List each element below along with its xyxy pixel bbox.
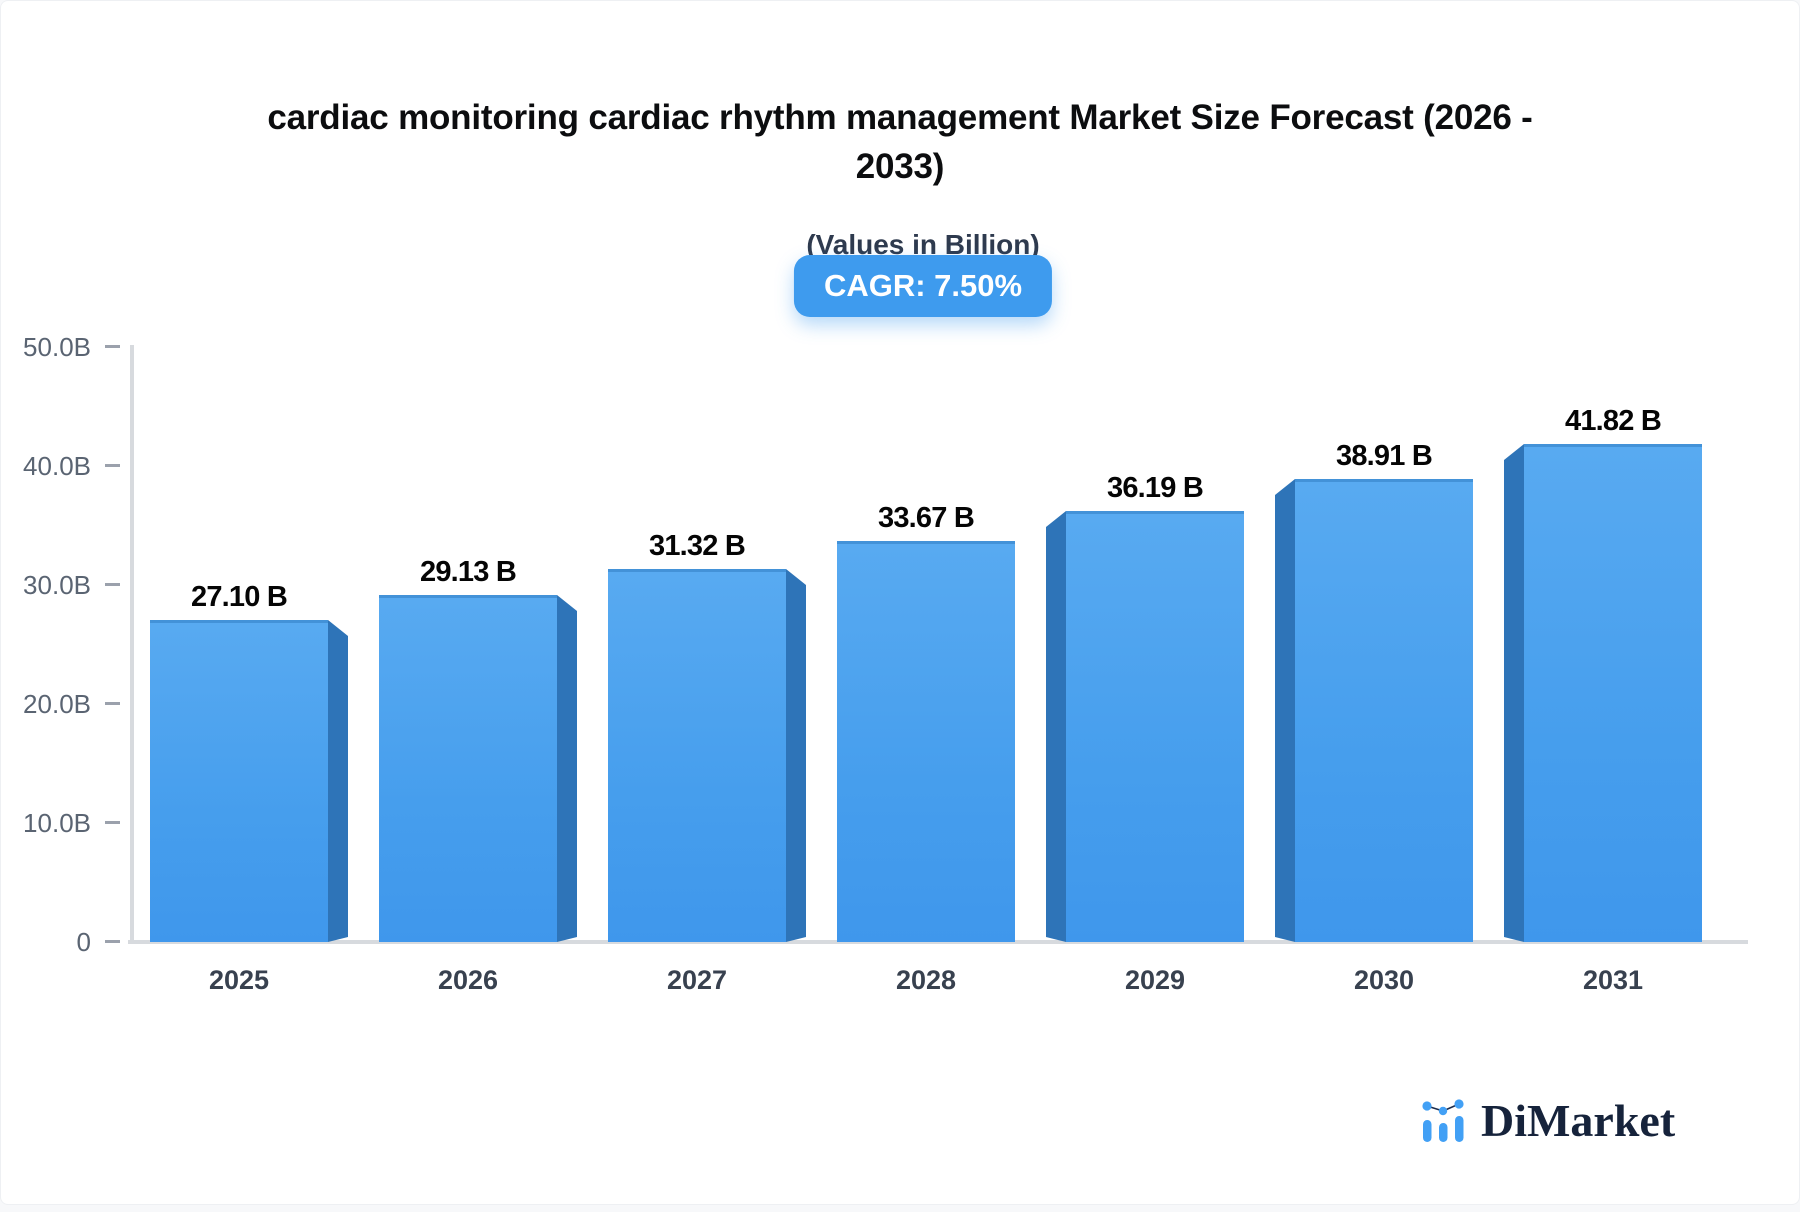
bar-2031 [1524, 444, 1702, 942]
bar-2028 [837, 541, 1015, 942]
x-axis-line [128, 940, 1748, 944]
y-axis-tick-label: 0 [76, 927, 91, 957]
bar-2030 [1295, 479, 1473, 942]
chart-title-line1: cardiac monitoring cardiac rhythm manage… [267, 98, 1533, 137]
y-axis-tick-mark [105, 583, 120, 586]
bar-value-label: 38.91 B [1336, 440, 1433, 472]
y-axis-tick-label: 30.0B [23, 570, 91, 600]
y-axis-tick-label: 40.0B [23, 451, 91, 481]
bar-value-label: 29.13 B [420, 556, 517, 588]
x-axis-tick-label: 2030 [1353, 965, 1415, 995]
bar-2031-side [1504, 444, 1524, 942]
chart-subtitle: (Values in Billion) [806, 229, 1040, 260]
y-axis-tick-label: 10.0B [23, 808, 91, 838]
bar-value-label: 33.67 B [878, 502, 975, 534]
y-axis-tick-mark [105, 821, 120, 824]
bar-2029-side [1046, 511, 1066, 942]
bar-2029 [1066, 511, 1244, 942]
bar-2026-side [557, 595, 577, 942]
x-axis-tick-label: 2027 [666, 965, 728, 995]
bar-2025-side [328, 620, 348, 942]
chart-title: cardiac monitoring cardiac rhythm manage… [140, 93, 1660, 191]
bar-value-label: 31.32 B [649, 530, 746, 562]
bar-value-label: 27.10 B [191, 581, 288, 613]
bar-2027-side [786, 569, 806, 942]
y-axis-tick-mark [105, 940, 120, 943]
y-axis-tick-mark [105, 702, 120, 705]
cagr-badge: CAGR: 7.50% [793, 255, 1053, 317]
y-axis-tick-label: 20.0B [23, 689, 91, 719]
bar-chart-line-icon [1422, 1099, 1464, 1142]
bar-2027 [608, 569, 786, 942]
bar-2030-side [1275, 479, 1295, 942]
dimarket-logo-text: DiMarket [1481, 1095, 1676, 1146]
chart-title-line2: 2033) [855, 147, 945, 186]
bar-value-label: 36.19 B [1107, 472, 1204, 504]
y-axis-tick-mark [105, 345, 120, 348]
y-axis-tick-label: 50.0B [23, 332, 91, 362]
x-axis-tick-label: 2028 [895, 965, 957, 995]
x-axis-tick-label: 2025 [208, 965, 270, 995]
bar-2026 [379, 595, 557, 942]
y-axis-line [130, 345, 134, 944]
bar-2025 [150, 620, 328, 942]
y-axis-tick-mark [105, 464, 120, 467]
bar-value-label: 41.82 B [1565, 405, 1662, 437]
x-axis-tick-label: 2026 [437, 965, 499, 995]
x-axis-tick-label: 2029 [1124, 965, 1186, 995]
x-axis-tick-label: 2031 [1582, 965, 1644, 995]
dimarket-logo: DiMarket [1419, 1095, 1675, 1147]
